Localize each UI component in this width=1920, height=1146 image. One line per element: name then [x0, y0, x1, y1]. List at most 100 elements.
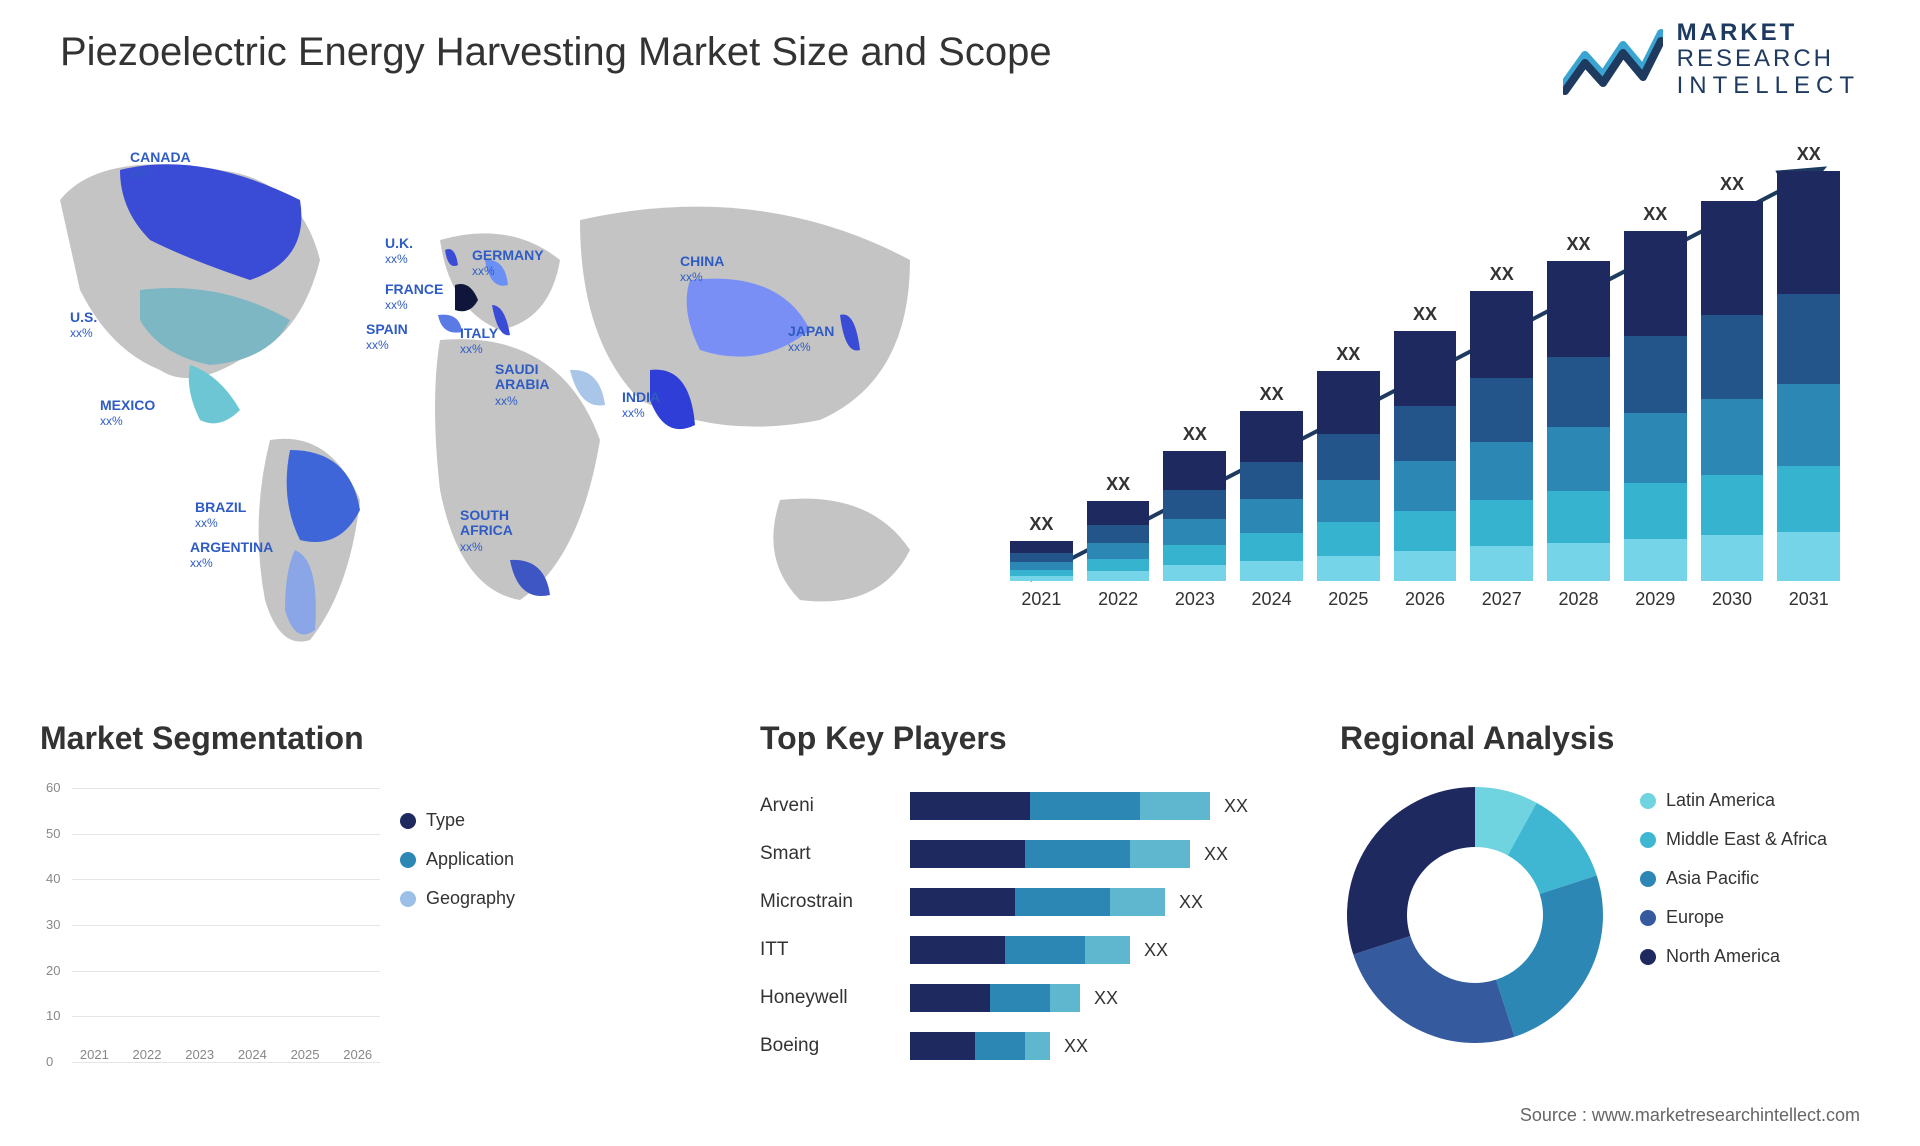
regional-donut — [1340, 780, 1610, 1050]
seg-ytick: 20 — [46, 963, 60, 978]
world-map: CANADAxx% U.S.xx% MEXICOxx% BRAZILxx% ARGENT… — [40, 140, 960, 680]
player-name: ITT — [760, 939, 910, 961]
map-label-uk: U.K.xx% — [385, 236, 413, 267]
growth-bar-label: XX — [1413, 304, 1437, 325]
donut-slice — [1347, 787, 1475, 955]
seg-year-label: 2021 — [80, 1047, 109, 1062]
player-value: XX — [1204, 844, 1228, 865]
growth-bar-2023: XX2023 — [1163, 424, 1226, 610]
growth-bar-label: XX — [1643, 204, 1667, 225]
seg-ytick: 50 — [46, 826, 60, 841]
growth-year-label: 2027 — [1482, 589, 1522, 610]
regional-legend: Latin America Middle East & Africa Asia Pa… — [1640, 790, 1827, 985]
player-name: Boeing — [760, 1035, 910, 1057]
regional-legend-item: Europe — [1640, 907, 1827, 928]
map-label-brazil: BRAZILxx% — [195, 500, 246, 531]
seg-legend-item: Geography — [400, 888, 515, 909]
donut-slice — [1353, 936, 1514, 1043]
map-label-argentina: ARGENTINAxx% — [190, 540, 273, 571]
seg-legend-item: Type — [400, 810, 515, 831]
source-text: Source : www.marketresearchintellect.com — [1520, 1105, 1860, 1126]
player-value: XX — [1064, 1036, 1088, 1057]
player-row: Microstrain XX — [760, 886, 1300, 918]
seg-year-label: 2026 — [343, 1047, 372, 1062]
brand-line1: MARKET — [1677, 20, 1860, 46]
map-label-germany: GERMANYxx% — [472, 248, 544, 279]
map-label-italy: ITALYxx% — [460, 326, 498, 357]
growth-year-label: 2021 — [1021, 589, 1061, 610]
seg-ytick: 40 — [46, 871, 60, 886]
growth-bar-label: XX — [1106, 474, 1130, 495]
seg-ytick: 60 — [46, 780, 60, 795]
player-value: XX — [1179, 892, 1203, 913]
world-map-svg — [40, 140, 960, 680]
growth-bar-label: XX — [1797, 144, 1821, 165]
growth-bar-2026: XX2026 — [1394, 304, 1457, 610]
growth-year-label: 2028 — [1558, 589, 1598, 610]
seg-legend-label: Application — [426, 849, 514, 870]
regional-title: Regional Analysis — [1340, 720, 1890, 757]
seg-year-label: 2022 — [133, 1047, 162, 1062]
player-name: Honeywell — [760, 987, 910, 1009]
growth-bar-2027: XX 2027 — [1470, 264, 1533, 610]
map-label-southafrica: SOUTHAFRICAxx% — [460, 508, 513, 554]
regional-legend-label: Middle East & Africa — [1666, 829, 1827, 850]
map-label-saudiarabia: SAUDIARABIAxx% — [495, 362, 549, 408]
seg-bar-2025: 2025 — [283, 1041, 328, 1062]
seg-ytick: 30 — [46, 917, 60, 932]
regional-legend-item: Middle East & Africa — [1640, 829, 1827, 850]
segmentation-title: Market Segmentation — [40, 720, 600, 757]
regional-legend-label: North America — [1666, 946, 1780, 967]
growth-bar-label: XX — [1183, 424, 1207, 445]
seg-legend-item: Application — [400, 849, 515, 870]
growth-year-label: 2030 — [1712, 589, 1752, 610]
map-label-us: U.S.xx% — [70, 310, 97, 341]
growth-year-label: 2024 — [1252, 589, 1292, 610]
player-value: XX — [1094, 988, 1118, 1009]
seg-bar-2023: 2023 — [177, 1041, 222, 1062]
growth-bar-label: XX — [1567, 234, 1591, 255]
seg-bar-2021: 2021 — [72, 1041, 117, 1062]
brand-text: MARKET RESEARCH INTELLECT — [1677, 20, 1860, 99]
map-label-canada: CANADAxx% — [130, 150, 191, 181]
page-title: Piezoelectric Energy Harvesting Market S… — [60, 30, 1052, 75]
brand-logo: MARKET RESEARCH INTELLECT — [1563, 20, 1860, 99]
map-label-mexico: MEXICOxx% — [100, 398, 155, 429]
regional-legend-item: North America — [1640, 946, 1827, 967]
growth-year-label: 2031 — [1789, 589, 1829, 610]
regional-legend-label: Europe — [1666, 907, 1724, 928]
regional-legend-label: Asia Pacific — [1666, 868, 1759, 889]
market-segmentation: Market Segmentation 0 10 20 30 40 50 60 2021 20… — [40, 720, 600, 1100]
growth-bar-2030: XX2030 — [1701, 174, 1764, 610]
growth-bar-2024: XX 2024 — [1240, 384, 1303, 610]
growth-year-label: 2022 — [1098, 589, 1138, 610]
player-value: XX — [1144, 940, 1168, 961]
player-name: Smart — [760, 843, 910, 865]
growth-bar-2022: XX 2022 — [1087, 474, 1150, 610]
growth-bar-label: XX — [1490, 264, 1514, 285]
growth-bar-2031: XX 2031 — [1777, 144, 1840, 610]
regional-legend-item: Asia Pacific — [1640, 868, 1827, 889]
seg-ytick: 0 — [46, 1054, 53, 1069]
regional-legend-item: Latin America — [1640, 790, 1827, 811]
seg-legend-label: Geography — [426, 888, 515, 909]
segmentation-legend: Type Application Geography — [400, 810, 515, 927]
growth-bar-2029: XX2029 — [1624, 204, 1687, 610]
growth-chart: XX2021XX2022XX2023XX2024XX2025XX2026XX20… — [990, 150, 1860, 650]
map-label-china: CHINAxx% — [680, 254, 724, 285]
seg-ytick: 10 — [46, 1008, 60, 1023]
regional-analysis: Regional Analysis Latin America Middle Ea… — [1340, 720, 1890, 1100]
player-row: Smart XX — [760, 838, 1300, 870]
growth-bar-2028: XX 2028 — [1547, 234, 1610, 610]
map-label-spain: SPAINxx% — [366, 322, 408, 353]
growth-bar-2025: XX2025 — [1317, 344, 1380, 610]
segmentation-chart: 0 10 20 30 40 50 60 2021 2022 2023 2024 2025 2026 — [40, 780, 380, 1090]
seg-year-label: 2024 — [238, 1047, 267, 1062]
player-row: ITT XX — [760, 934, 1300, 966]
player-row: Boeing XX — [760, 1030, 1300, 1062]
player-name: Microstrain — [760, 891, 910, 913]
seg-year-label: 2023 — [185, 1047, 214, 1062]
growth-bar-label: XX — [1260, 384, 1284, 405]
top-key-players: Top Key Players ArveniXXSmartXXMicrostra… — [760, 720, 1300, 1100]
player-row: Honeywell XX — [760, 982, 1300, 1014]
